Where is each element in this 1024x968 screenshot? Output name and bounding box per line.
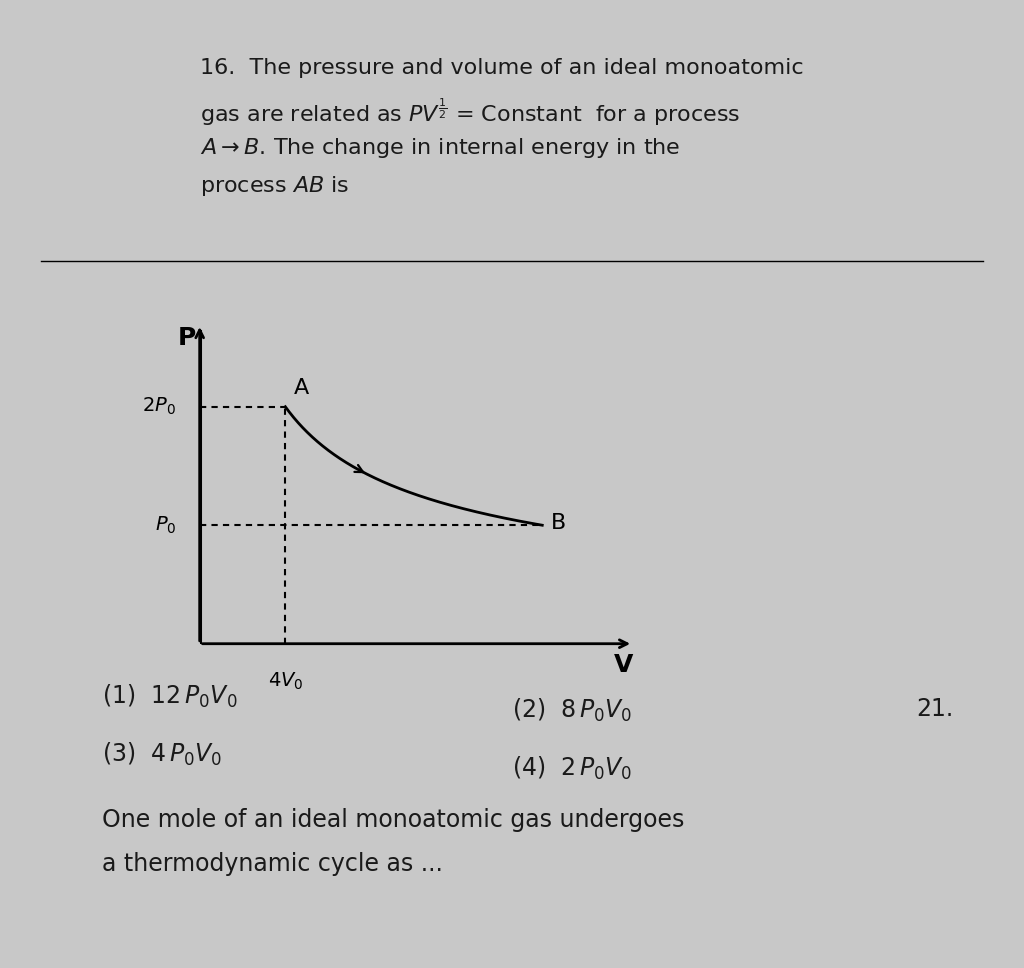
Text: B: B xyxy=(551,513,566,532)
Text: V: V xyxy=(614,653,633,677)
Text: 21.: 21. xyxy=(916,697,953,721)
Text: $2P_0$: $2P_0$ xyxy=(142,396,176,417)
Text: 16.  The pressure and volume of an ideal monoatomic: 16. The pressure and volume of an ideal … xyxy=(200,58,803,78)
Text: a thermodynamic cycle as ...: a thermodynamic cycle as ... xyxy=(102,852,443,876)
Text: $A\rightarrow B$. The change in internal energy in the: $A\rightarrow B$. The change in internal… xyxy=(200,136,680,160)
Text: $P_0$: $P_0$ xyxy=(155,515,176,536)
Text: process $AB$ is: process $AB$ is xyxy=(200,174,349,198)
Text: gas are related as $PV^{\frac{1}{2}}$ = Constant  for a process: gas are related as $PV^{\frac{1}{2}}$ = … xyxy=(200,97,740,128)
Text: (4)  $2\,P_0V_0$: (4) $2\,P_0V_0$ xyxy=(512,755,633,782)
Text: A: A xyxy=(294,378,309,399)
Text: (3)  $4\,P_0V_0$: (3) $4\,P_0V_0$ xyxy=(102,741,223,768)
Text: $4V_0$: $4V_0$ xyxy=(267,671,303,692)
Text: P: P xyxy=(178,326,196,349)
Text: One mole of an ideal monoatomic gas undergoes: One mole of an ideal monoatomic gas unde… xyxy=(102,808,685,832)
Text: (1)  $12\,P_0V_0$: (1) $12\,P_0V_0$ xyxy=(102,682,238,710)
Text: (2)  $8\,P_0V_0$: (2) $8\,P_0V_0$ xyxy=(512,697,633,724)
